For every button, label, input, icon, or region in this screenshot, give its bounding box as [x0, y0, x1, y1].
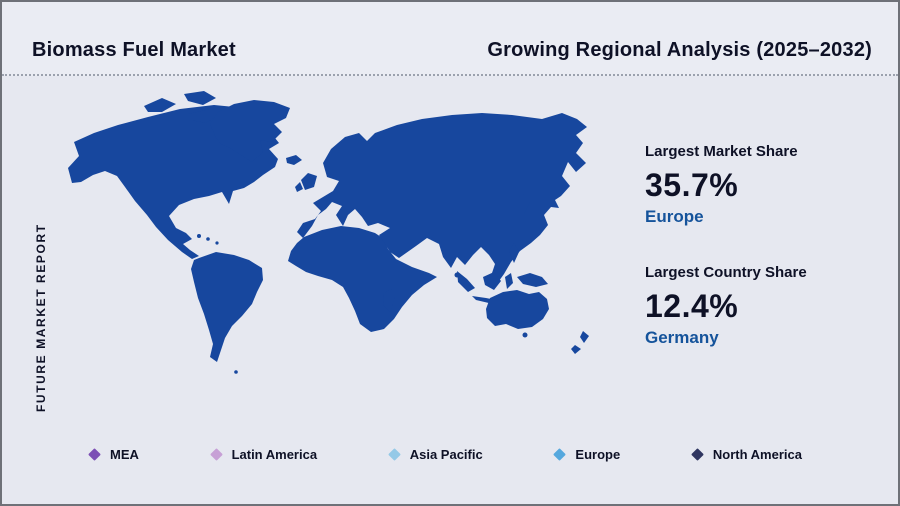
stat-label: Largest Market Share: [645, 143, 798, 160]
legend-item-mea: MEA: [88, 447, 139, 462]
stat-country-share: Largest Country Share 12.4% Germany: [645, 264, 885, 348]
header: Biomass Fuel Market Growing Regional Ana…: [2, 2, 898, 76]
legend-label: North America: [712, 447, 802, 462]
diamond-marker-icon: [209, 448, 223, 461]
diamond-marker-icon: [691, 448, 704, 461]
page-title: Biomass Fuel Market: [32, 39, 236, 61]
legend-item-latin-america: Latin America: [209, 447, 318, 462]
legend-label: Europe: [575, 447, 621, 462]
stat-label: Largest Country Share: [645, 264, 807, 281]
page-subtitle: Growing Regional Analysis (2025–2032): [487, 39, 872, 61]
stat-value: 12.4%: [645, 288, 739, 324]
world-map-landmass: [68, 91, 589, 374]
legend-item-north-america: North America: [691, 447, 802, 462]
stat-region: Europe: [645, 207, 704, 226]
stat-value: 35.7%: [645, 167, 739, 203]
legend-label: Asia Pacific: [409, 447, 483, 462]
region-legend: MEA Latin America Asia Pacific Europe No…: [88, 447, 802, 462]
diamond-marker-icon: [88, 448, 101, 461]
diamond-marker-icon: [387, 448, 401, 461]
diamond-marker-icon: [553, 448, 567, 461]
world-map: [68, 91, 589, 374]
stat-market-share: Largest Market Share 35.7% Europe: [645, 143, 885, 227]
legend-label: Latin America: [231, 447, 318, 462]
stat-region: Germany: [645, 328, 719, 347]
legend-item-asia-pacific: Asia Pacific: [387, 447, 483, 462]
legend-label: MEA: [110, 447, 139, 462]
vertical-watermark: FUTURE MARKET REPORT: [34, 223, 48, 412]
legend-item-europe: Europe: [553, 447, 621, 462]
